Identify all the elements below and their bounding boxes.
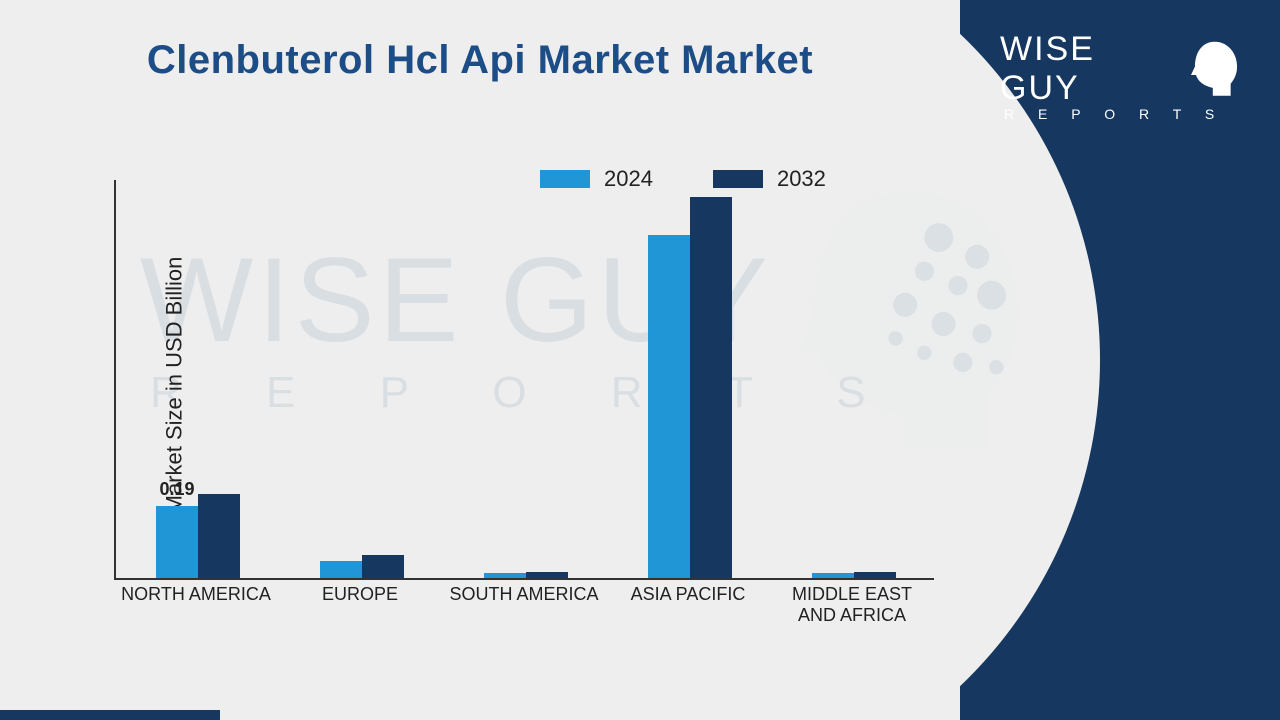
- bar-group: [772, 572, 936, 578]
- bar-2032: [690, 197, 732, 578]
- bar-chart: Market Size in USD Billion 0.19 NORTH AM…: [100, 180, 940, 590]
- x-axis-category: MIDDLE EAST AND AFRICA: [770, 584, 934, 625]
- report-chart-canvas: WISE GUY R E P O R T S Clenbuterol Hcl A…: [0, 0, 1280, 720]
- bar-2032: [198, 494, 240, 578]
- bar-2032: [362, 555, 404, 578]
- bar-2024: [156, 506, 198, 578]
- chart-title: Clenbuterol Hcl Api Market Market: [0, 38, 960, 83]
- bar-2024: [484, 573, 526, 578]
- bar-group: [444, 572, 608, 578]
- x-axis-category: ASIA PACIFIC: [606, 584, 770, 625]
- plot-area: 0.19: [114, 180, 934, 580]
- logo-head-icon: [1190, 39, 1240, 99]
- x-axis-labels: NORTH AMERICAEUROPESOUTH AMERICAASIA PAC…: [114, 584, 934, 625]
- bar-2024: [812, 573, 854, 578]
- x-axis-category: NORTH AMERICA: [114, 584, 278, 625]
- footer-accent-bar: [0, 710, 220, 720]
- x-axis-category: SOUTH AMERICA: [442, 584, 606, 625]
- bar-2024: [648, 235, 690, 578]
- bar-2032: [854, 572, 896, 578]
- brand-logo: WISE GUY R E P O R T S: [1000, 30, 1240, 122]
- bar-group: [116, 494, 280, 578]
- bar-value-label: 0.19: [159, 479, 194, 500]
- logo-line2: R E P O R T S: [1004, 106, 1240, 122]
- bar-2024: [320, 561, 362, 578]
- bar-2032: [526, 572, 568, 578]
- x-axis-category: EUROPE: [278, 584, 442, 625]
- bar-group: [280, 555, 444, 578]
- logo-line1: WISE GUY: [1000, 30, 1184, 108]
- bar-group: [608, 197, 772, 578]
